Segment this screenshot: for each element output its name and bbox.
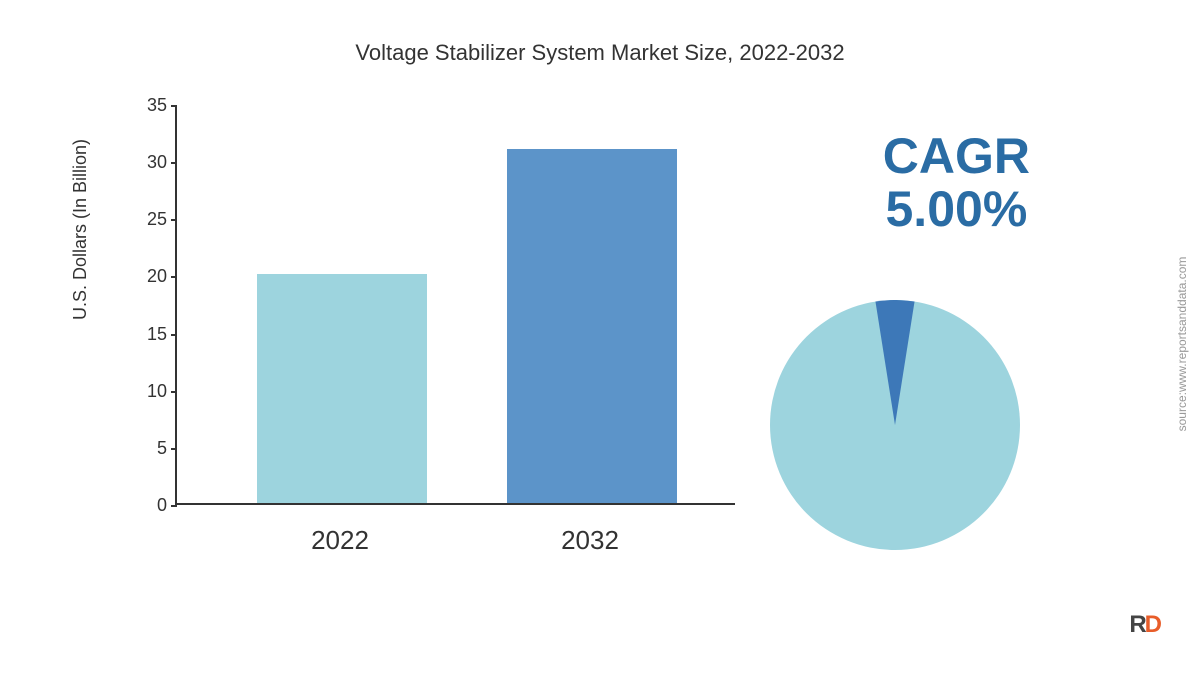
bar <box>257 274 427 503</box>
y-tick-label: 15 <box>137 324 167 345</box>
bar <box>507 149 677 503</box>
y-tick <box>177 505 735 506</box>
cagr-value: 5.00% <box>883 183 1030 236</box>
source-text: source:www.reportsanddata.com <box>1175 257 1189 432</box>
y-tick-label: 35 <box>137 95 167 116</box>
cagr-label: CAGR <box>883 130 1030 183</box>
plot-area <box>175 105 735 505</box>
y-tick-label: 5 <box>137 438 167 459</box>
y-tick-label: 30 <box>137 152 167 173</box>
y-tick-label: 0 <box>137 495 167 516</box>
x-tick-label: 2022 <box>255 525 425 556</box>
y-tick-label: 25 <box>137 209 167 230</box>
x-tick-label: 2032 <box>505 525 675 556</box>
chart-title: Voltage Stabilizer System Market Size, 2… <box>355 40 844 66</box>
y-tick-label: 20 <box>137 266 167 287</box>
cagr-block: CAGR 5.00% <box>883 130 1030 235</box>
logo: RD <box>1129 611 1160 639</box>
y-tick-label: 10 <box>137 381 167 402</box>
y-tick <box>177 105 735 106</box>
logo-d: D <box>1145 611 1160 638</box>
y-axis-label: U.S. Dollars (In Billion) <box>70 139 91 320</box>
logo-r: R <box>1129 611 1144 638</box>
pie-chart <box>770 300 1020 550</box>
bar-chart: 0510152025303520222032 <box>140 105 760 535</box>
